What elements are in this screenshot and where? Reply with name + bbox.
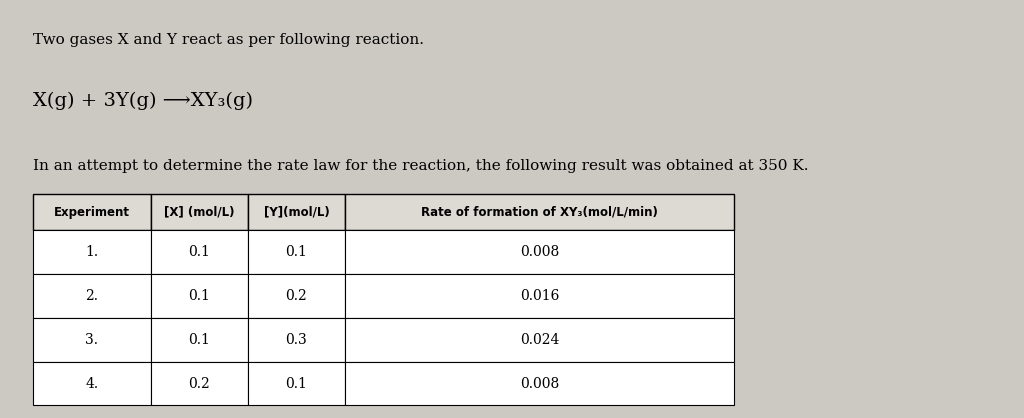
Bar: [151, 362, 248, 405]
Text: [Y](mol/L): [Y](mol/L): [263, 206, 330, 219]
Bar: [151, 274, 248, 318]
Text: 0.1: 0.1: [286, 245, 307, 259]
Bar: [345, 362, 734, 405]
Text: 0.2: 0.2: [286, 289, 307, 303]
Bar: [33, 318, 151, 362]
Text: 0.016: 0.016: [520, 289, 559, 303]
Text: 4.: 4.: [85, 377, 98, 390]
Text: 0.1: 0.1: [188, 333, 210, 347]
Bar: [248, 362, 345, 405]
Text: 2.: 2.: [85, 289, 98, 303]
Bar: [33, 362, 151, 405]
Text: 0.1: 0.1: [188, 289, 210, 303]
Bar: [248, 274, 345, 318]
Text: 0.1: 0.1: [188, 245, 210, 259]
Bar: [345, 194, 734, 230]
Text: Rate of formation of XY₃(mol/L/min): Rate of formation of XY₃(mol/L/min): [421, 206, 658, 219]
Text: 0.2: 0.2: [188, 377, 210, 390]
Bar: [248, 194, 345, 230]
Text: 0.008: 0.008: [520, 245, 559, 259]
Bar: [151, 230, 248, 274]
Text: [X] (mol/L): [X] (mol/L): [164, 206, 234, 219]
Text: 3.: 3.: [85, 333, 98, 347]
Text: In an attempt to determine the rate law for the reaction, the following result w: In an attempt to determine the rate law …: [33, 159, 808, 173]
Text: Two gases X and Y react as per following reaction.: Two gases X and Y react as per following…: [33, 33, 424, 47]
Text: 1.: 1.: [85, 245, 98, 259]
Text: 0.3: 0.3: [286, 333, 307, 347]
Bar: [248, 318, 345, 362]
Bar: [345, 230, 734, 274]
Bar: [151, 194, 248, 230]
Bar: [33, 230, 151, 274]
Text: 0.1: 0.1: [286, 377, 307, 390]
Text: Experiment: Experiment: [53, 206, 130, 219]
Bar: [151, 318, 248, 362]
Text: 0.024: 0.024: [520, 333, 559, 347]
Text: X(g) + 3Y(g) ⟶XY₃(g): X(g) + 3Y(g) ⟶XY₃(g): [33, 92, 253, 110]
Bar: [33, 274, 151, 318]
Bar: [345, 318, 734, 362]
Bar: [345, 274, 734, 318]
Bar: [33, 194, 151, 230]
Bar: [248, 230, 345, 274]
Text: 0.008: 0.008: [520, 377, 559, 390]
